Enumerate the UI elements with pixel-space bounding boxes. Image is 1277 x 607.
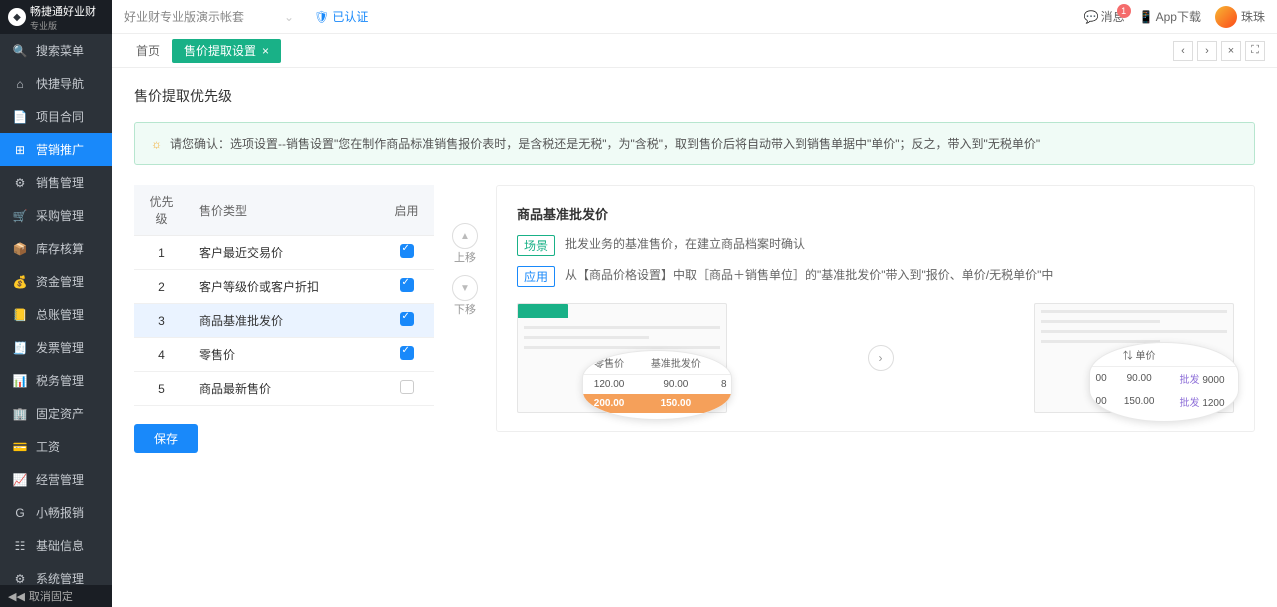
bulb-icon: ☼ xyxy=(151,137,162,151)
enable-checkbox[interactable] xyxy=(400,380,414,394)
sidebar-item-12[interactable]: 💳工资 xyxy=(0,430,112,463)
tab-close-all[interactable]: × xyxy=(1221,41,1241,61)
nav-icon: ⚙ xyxy=(12,175,28,191)
col-enable: 启用 xyxy=(379,185,434,236)
table-row[interactable]: 4零售价 xyxy=(134,338,434,372)
msg-count: 1 xyxy=(1117,4,1131,18)
nav-icon: 🛒 xyxy=(12,208,28,224)
sidebar-item-4[interactable]: ⚙销售管理 xyxy=(0,166,112,199)
sidebar-item-8[interactable]: 📒总账管理 xyxy=(0,298,112,331)
nav-icon: 🏢 xyxy=(12,406,28,422)
sidebar-item-14[interactable]: G小畅报销 xyxy=(0,496,112,529)
sidebar-item-0[interactable]: 🔍搜索菜单 xyxy=(0,34,112,67)
chat-icon: 💬 xyxy=(1084,10,1099,24)
apply-text: 从【商品价格设置】中取［商品＋销售单位］的"基准批发价"带入到"报价、单价/无税… xyxy=(565,266,1053,285)
sidebar-item-5[interactable]: 🛒采购管理 xyxy=(0,199,112,232)
mock-source: 零售价基准批发价 120.0090.008 200.00150.00 xyxy=(517,303,727,413)
sidebar-item-13[interactable]: 📈经营管理 xyxy=(0,463,112,496)
logo-edition: 专业版 xyxy=(30,19,96,32)
sidebar-item-1[interactable]: ⌂快捷导航 xyxy=(0,67,112,100)
tab-home[interactable]: 首页 xyxy=(124,39,172,63)
table-row[interactable]: 2客户等级价或客户折扣 xyxy=(134,270,434,304)
phone-icon: 📱 xyxy=(1139,10,1154,24)
tab-prev[interactable]: ‹ xyxy=(1173,41,1193,61)
table-row[interactable]: 3商品基准批发价 xyxy=(134,304,434,338)
table-row[interactable]: 5商品最新售价 xyxy=(134,372,434,406)
close-icon[interactable]: × xyxy=(262,44,269,58)
enable-checkbox[interactable] xyxy=(400,312,414,326)
detail-panel: 商品基准批发价 场景 批发业务的基准售价，在建立商品档案时确认 应用 从【商品价… xyxy=(496,185,1255,432)
nav-icon: 🧾 xyxy=(12,340,28,356)
tabs-row: 首页 售价提取设置× ‹ › × ⛶ xyxy=(112,34,1277,68)
mock-target: ⇅ 单价 0090.00批发 9000 00150.00批发 1200 xyxy=(1034,303,1234,413)
table-row[interactable]: 1客户最近交易价 xyxy=(134,236,434,270)
content: 售价提取优先级 ☼ 请您确认：选项设置--销售设置"您在制作商品标准销售报价表时… xyxy=(112,68,1277,607)
move-down-button[interactable]: ▼ xyxy=(452,275,478,301)
logo-icon: ◆ xyxy=(8,8,26,26)
enable-checkbox[interactable] xyxy=(400,346,414,360)
tab-fullscreen[interactable]: ⛶ xyxy=(1245,41,1265,61)
nav-icon: 💳 xyxy=(12,439,28,455)
nav-icon: 📈 xyxy=(12,472,28,488)
nav-icon: ☷ xyxy=(12,538,28,554)
move-controls: ▲ 上移 ▼ 下移 xyxy=(452,223,478,317)
arrow-icon: › xyxy=(868,345,894,371)
apply-tag: 应用 xyxy=(517,266,555,287)
save-button[interactable]: 保存 xyxy=(134,424,198,453)
app-download-button[interactable]: 📱App下载 xyxy=(1139,8,1201,25)
move-up-button[interactable]: ▲ xyxy=(452,223,478,249)
col-type: 售价类型 xyxy=(189,185,379,236)
nav-icon: 💰 xyxy=(12,274,28,290)
illustration: 零售价基准批发价 120.0090.008 200.00150.00 › ⇅ 单… xyxy=(517,303,1234,413)
nav-icon: 📒 xyxy=(12,307,28,323)
sidebar-item-7[interactable]: 💰资金管理 xyxy=(0,265,112,298)
col-priority: 优先级 xyxy=(134,185,189,236)
scene-text: 批发业务的基准售价，在建立商品档案时确认 xyxy=(565,235,805,254)
verified-badge: 🛡已认证 xyxy=(314,8,368,25)
enable-checkbox[interactable] xyxy=(400,278,414,292)
sidebar: ◆ 畅捷通好业财 专业版 🔍搜索菜单⌂快捷导航📄项目合同⊞营销推广⚙销售管理🛒采… xyxy=(0,0,112,607)
sidebar-item-15[interactable]: ☷基础信息 xyxy=(0,529,112,562)
user-menu[interactable]: 珠珠 xyxy=(1215,6,1265,28)
nav-icon: 📄 xyxy=(12,109,28,125)
page-title: 售价提取优先级 xyxy=(134,86,1255,106)
enable-checkbox[interactable] xyxy=(400,244,414,258)
sidebar-item-6[interactable]: 📦库存核算 xyxy=(0,232,112,265)
tab-next[interactable]: › xyxy=(1197,41,1217,61)
logo: ◆ 畅捷通好业财 专业版 xyxy=(0,0,112,34)
pin-toggle[interactable]: ◀◀取消固定 xyxy=(0,585,112,607)
messages-button[interactable]: 💬消息 1 xyxy=(1084,8,1125,25)
scene-tag: 场景 xyxy=(517,235,555,256)
topbar: 好业财专业版演示帐套 ⌄ 🛡已认证 💬消息 1 📱App下载 珠珠 xyxy=(112,0,1277,34)
shield-icon: 🛡 xyxy=(314,10,329,24)
notice-bar: ☼ 请您确认：选项设置--销售设置"您在制作商品标准销售报价表时，是含税还是无税… xyxy=(134,122,1255,165)
sidebar-item-3[interactable]: ⊞营销推广 xyxy=(0,133,112,166)
sidebar-item-11[interactable]: 🏢固定资产 xyxy=(0,397,112,430)
sidebar-item-2[interactable]: 📄项目合同 xyxy=(0,100,112,133)
sidebar-item-9[interactable]: 🧾发票管理 xyxy=(0,331,112,364)
nav-icon: 📦 xyxy=(12,241,28,257)
account-select[interactable]: 好业财专业版演示帐套 ⌄ xyxy=(124,8,294,25)
nav-icon: ⊞ xyxy=(12,142,28,158)
priority-table: 优先级 售价类型 启用 1客户最近交易价2客户等级价或客户折扣3商品基准批发价4… xyxy=(134,185,434,406)
detail-title: 商品基准批发价 xyxy=(517,204,1234,223)
nav-icon: 🔍 xyxy=(12,43,28,59)
logo-text: 畅捷通好业财 xyxy=(30,3,96,19)
nav-icon: 📊 xyxy=(12,373,28,389)
tab-price-setting[interactable]: 售价提取设置× xyxy=(172,39,281,63)
avatar xyxy=(1215,6,1237,28)
nav-icon: ⌂ xyxy=(12,76,28,92)
sidebar-item-10[interactable]: 📊税务管理 xyxy=(0,364,112,397)
nav-icon: G xyxy=(12,505,28,521)
